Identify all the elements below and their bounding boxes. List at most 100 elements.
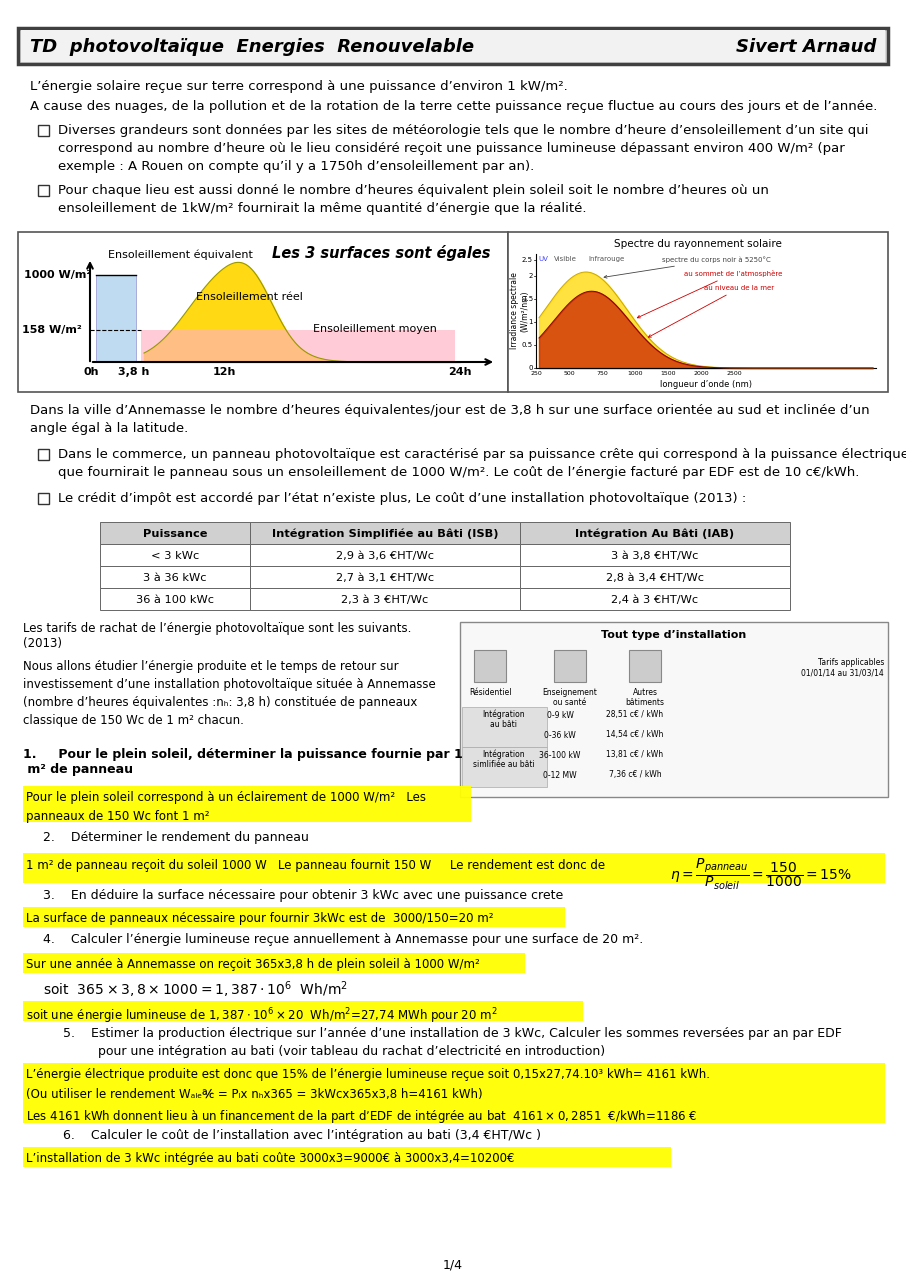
- Text: 28,51 c€ / kWh: 28,51 c€ / kWh: [606, 710, 663, 719]
- Text: 0: 0: [528, 365, 533, 371]
- Text: 1 m² de panneau reçoit du soleil 1000 W   Le panneau fournit 150 W     Le rendem: 1 m² de panneau reçoit du soleil 1000 W …: [26, 859, 605, 872]
- Text: 1/4: 1/4: [443, 1258, 463, 1271]
- Text: 24h: 24h: [448, 367, 472, 378]
- Bar: [520, 588, 790, 611]
- Text: 2000: 2000: [693, 371, 708, 376]
- Text: (nombre d’heures équivalentes :nₕ: 3,8 h) constituée de panneaux: (nombre d’heures équivalentes :nₕ: 3,8 h…: [23, 696, 418, 709]
- Text: Pour chaque lieu est aussi donné le nombre d’heures équivalent plein soleil soit: Pour chaque lieu est aussi donné le nomb…: [58, 184, 769, 197]
- Text: L’énergie solaire reçue sur terre correspond à une puissance d’environ 1 kW/m².: L’énergie solaire reçue sur terre corres…: [30, 79, 568, 93]
- Bar: [23, 1147, 671, 1167]
- Bar: [38, 449, 49, 460]
- Bar: [250, 566, 520, 588]
- Text: Autres
bâtiments: Autres bâtiments: [625, 689, 664, 708]
- Text: (Ou utiliser le rendement Wₐₗₑ℀ = Pₗx nₕx365 = 3kWcx365x3,8 h=4161 kWh): (Ou utiliser le rendement Wₐₗₑ℀ = Pₗx nₕ…: [26, 1088, 483, 1101]
- Bar: [520, 522, 790, 544]
- Text: 5.    Estimer la production électrique sur l’année d’une installation de 3 kWc, : 5. Estimer la production électrique sur …: [63, 1027, 842, 1039]
- Text: 3.    En déduire la surface nécessaire pour obtenir 3 kWc avec une puissance cre: 3. En déduire la surface nécessaire pour…: [43, 890, 564, 902]
- Text: au sommet de l’atmosphère: au sommet de l’atmosphère: [637, 270, 783, 317]
- Text: 0h: 0h: [83, 367, 99, 378]
- Text: Dans le commerce, un panneau photovoltaïque est caractérisé par sa puissance crê: Dans le commerce, un panneau photovoltaï…: [58, 448, 906, 461]
- Text: 2,4 à 3 €HT/Wc: 2,4 à 3 €HT/Wc: [612, 595, 699, 605]
- Text: 3 à 3,8 €HT/Wc: 3 à 3,8 €HT/Wc: [612, 550, 699, 561]
- Text: Intégration Au Bâti (IAB): Intégration Au Bâti (IAB): [575, 529, 735, 539]
- Text: Les tarifs de rachat de l’énergie photovoltaïque sont les suivants.
(2013): Les tarifs de rachat de l’énergie photov…: [23, 622, 411, 650]
- Text: Tout type d’installation: Tout type d’installation: [602, 630, 747, 640]
- Text: 12h: 12h: [212, 367, 236, 378]
- Text: soit une énergie lumineuse de $1,387 \cdot 10^6 \times 20$  Wh/m$^2$=27,74 MWh p: soit une énergie lumineuse de $1,387 \cd…: [26, 1006, 497, 1025]
- Text: Infrarouge: Infrarouge: [588, 256, 624, 262]
- Text: Ensoleillement équivalent: Ensoleillement équivalent: [108, 250, 253, 261]
- Text: A cause des nuages, de la pollution et de la rotation de la terre cette puissanc: A cause des nuages, de la pollution et d…: [30, 100, 877, 113]
- Text: 2.5: 2.5: [522, 257, 533, 262]
- Text: exemple : A Rouen on compte qu’il y a 1750h d’ensoleillement par an).: exemple : A Rouen on compte qu’il y a 17…: [58, 160, 535, 173]
- Text: 3,8 h: 3,8 h: [119, 367, 149, 378]
- Bar: [520, 544, 790, 566]
- FancyBboxPatch shape: [21, 29, 885, 61]
- Text: longueur d’onde (nm): longueur d’onde (nm): [660, 380, 752, 389]
- Bar: [520, 566, 790, 588]
- Text: Le crédit d’impôt est accordé par l’état n’existe plus, Le coût d’une installati: Le crédit d’impôt est accordé par l’état…: [58, 492, 747, 506]
- Text: 500: 500: [564, 371, 574, 376]
- Bar: [23, 1103, 885, 1123]
- Text: soit  $365 \times 3,8 \times 1000 = 1,387 \cdot 10^6$  Wh/m$^2$: soit $365 \times 3,8 \times 1000 = 1,387…: [43, 979, 348, 1000]
- Text: 13,81 c€ / kWh: 13,81 c€ / kWh: [606, 750, 663, 759]
- Text: L’énergie électrique produite est donc que 15% de l’énergie lumineuse reçue soit: L’énergie électrique produite est donc q…: [26, 1068, 710, 1082]
- Text: 2.    Déterminer le rendement du panneau: 2. Déterminer le rendement du panneau: [43, 831, 309, 844]
- Text: Ensoleillement réel: Ensoleillement réel: [196, 292, 303, 302]
- Text: 6.    Calculer le coût de l’installation avec l’intégration au bati (3,4 €HT/Wc : 6. Calculer le coût de l’installation av…: [63, 1129, 541, 1142]
- Text: Puissance: Puissance: [143, 529, 207, 539]
- Text: 0.5: 0.5: [522, 342, 533, 348]
- Text: 2,9 à 3,6 €HT/Wc: 2,9 à 3,6 €HT/Wc: [336, 550, 434, 561]
- Text: 36-100 kW: 36-100 kW: [539, 750, 581, 759]
- Text: 2500: 2500: [727, 371, 742, 376]
- Text: 2,7 à 3,1 €HT/Wc: 2,7 à 3,1 €HT/Wc: [336, 573, 434, 582]
- Text: 1.     Pour le plein soleil, déterminer la puissance fournie par 1
 m² de pannea: 1. Pour le plein soleil, déterminer la p…: [23, 748, 463, 776]
- Text: Intégration Simplifiée au Bâti (ISB): Intégration Simplifiée au Bâti (ISB): [272, 529, 498, 539]
- Bar: [100, 522, 250, 544]
- Text: classique de 150 Wᴄ de 1 m² chacun.: classique de 150 Wᴄ de 1 m² chacun.: [23, 714, 244, 727]
- Text: angle égal à la latitude.: angle égal à la latitude.: [30, 422, 188, 435]
- Text: 4.    Calculer l’énergie lumineuse reçue annuellement à Annemasse pour une surfa: 4. Calculer l’énergie lumineuse reçue an…: [43, 933, 643, 946]
- Text: Tarifs applicables
01/01/14 au 31/03/14: Tarifs applicables 01/01/14 au 31/03/14: [801, 658, 884, 677]
- Bar: [250, 522, 520, 544]
- Text: 1500: 1500: [660, 371, 676, 376]
- Bar: [96, 275, 136, 362]
- Text: Diverses grandeurs sont données par les sites de météorologie tels que le nombre: Diverses grandeurs sont données par les …: [58, 124, 869, 137]
- Bar: [38, 125, 49, 136]
- Text: 1: 1: [528, 319, 533, 325]
- Bar: [23, 786, 471, 822]
- Text: Les 3 surfaces sont égales: Les 3 surfaces sont égales: [272, 244, 490, 261]
- Bar: [23, 1083, 885, 1103]
- Bar: [629, 650, 661, 682]
- Text: 1000: 1000: [627, 371, 642, 376]
- Bar: [38, 493, 49, 504]
- Text: Spectre du rayonnement solaire: Spectre du rayonnement solaire: [614, 239, 782, 250]
- Bar: [23, 1001, 583, 1021]
- Text: 1000 W/m²: 1000 W/m²: [24, 270, 92, 280]
- Bar: [100, 544, 250, 566]
- Text: 36 à 100 kWc: 36 à 100 kWc: [136, 595, 214, 605]
- Text: 14,54 c€ / kWh: 14,54 c€ / kWh: [606, 731, 664, 740]
- Text: La surface de panneaux nécessaire pour fournir 3kWᴄ est de  3000/150=20 m²: La surface de panneaux nécessaire pour f…: [26, 911, 494, 925]
- Text: investissement d’une installation photovoltaïque située à Annemasse: investissement d’une installation photov…: [23, 678, 436, 691]
- Bar: [474, 650, 506, 682]
- Text: Irradiance spectrale
(W/m²/nm): Irradiance spectrale (W/m²/nm): [510, 273, 530, 349]
- Text: 0-9 kW: 0-9 kW: [546, 710, 573, 719]
- Text: 7,36 c€ / kWh: 7,36 c€ / kWh: [609, 771, 661, 780]
- Text: que fournirait le panneau sous un ensoleillement de 1000 W/m². Le coût de l’éner: que fournirait le panneau sous un ensole…: [58, 466, 860, 479]
- Text: spectre du corps noir à 5250°C: spectre du corps noir à 5250°C: [604, 256, 771, 278]
- Text: 158 W/m²: 158 W/m²: [22, 325, 82, 335]
- Text: panneaux de 150 Wᴄ font 1 m²: panneaux de 150 Wᴄ font 1 m²: [26, 810, 209, 823]
- Bar: [23, 908, 565, 927]
- Text: UV: UV: [538, 256, 548, 262]
- Text: 2,3 à 3 €HT/Wc: 2,3 à 3 €HT/Wc: [342, 595, 429, 605]
- Text: Ensoleillement moyen: Ensoleillement moyen: [313, 324, 437, 334]
- Text: au niveau de la mer: au niveau de la mer: [649, 285, 775, 337]
- Bar: [462, 748, 547, 787]
- Bar: [460, 622, 888, 797]
- Text: Les 4161 kWh donnent lieu à un financement de la part d’EDF de intégrée au bat  : Les 4161 kWh donnent lieu à un financeme…: [26, 1108, 698, 1125]
- Text: Intégration
simlifiée au bâti: Intégration simlifiée au bâti: [473, 749, 535, 769]
- Bar: [38, 186, 49, 196]
- Text: pour une intégration au bati (voir tableau du rachat d’electricité en introducti: pour une intégration au bati (voir table…: [98, 1044, 605, 1059]
- Text: 0-12 MW: 0-12 MW: [544, 771, 577, 780]
